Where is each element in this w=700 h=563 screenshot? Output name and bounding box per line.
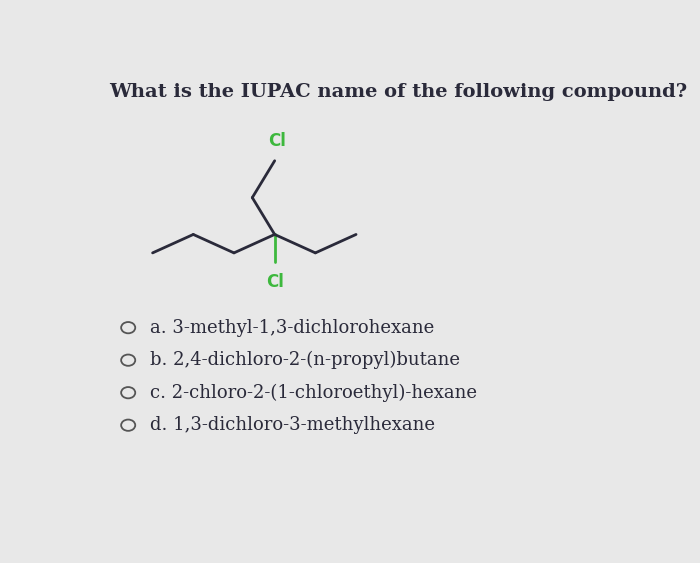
Text: a. 3-methyl-1,3-dichlorohexane: a. 3-methyl-1,3-dichlorohexane xyxy=(150,319,434,337)
Text: c. 2-chloro-2-(1-chloroethyl)-hexane: c. 2-chloro-2-(1-chloroethyl)-hexane xyxy=(150,383,477,402)
Text: Cl: Cl xyxy=(266,273,284,291)
Text: What is the IUPAC name of the following compound?: What is the IUPAC name of the following … xyxy=(109,83,687,101)
Text: b. 2,4-dichloro-2-(n-propyl)butane: b. 2,4-dichloro-2-(n-propyl)butane xyxy=(150,351,460,369)
Text: Cl: Cl xyxy=(268,132,286,150)
Text: d. 1,3-dichloro-3-methylhexane: d. 1,3-dichloro-3-methylhexane xyxy=(150,416,435,434)
